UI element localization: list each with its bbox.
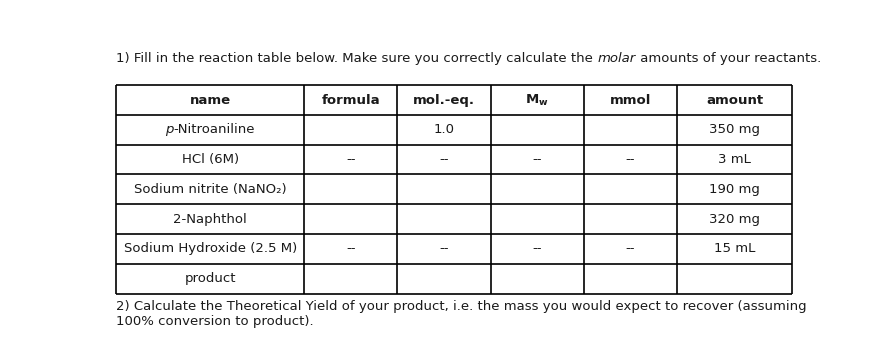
Text: HCl (6M): HCl (6M) [182, 153, 238, 166]
Text: Sodium nitrite (NaNO₂): Sodium nitrite (NaNO₂) [134, 183, 286, 196]
Text: --: -- [626, 153, 635, 166]
Text: amounts of your reactants.: amounts of your reactants. [635, 52, 820, 65]
Text: Sodium Hydroxide (2.5 M): Sodium Hydroxide (2.5 M) [123, 242, 297, 255]
Text: 2) Calculate the Theoretical Yield of your product, i.e. the mass you would expe: 2) Calculate the Theoretical Yield of yo… [116, 300, 807, 313]
Text: --: -- [532, 242, 542, 255]
Text: --: -- [532, 153, 542, 166]
Text: 15 mL: 15 mL [714, 242, 755, 255]
Text: --: -- [346, 153, 355, 166]
Text: --: -- [439, 242, 448, 255]
Text: 320 mg: 320 mg [709, 213, 760, 226]
Text: 1) Fill in the reaction table below. Make sure you correctly calculate the: 1) Fill in the reaction table below. Mak… [116, 52, 597, 65]
Text: mmol: mmol [610, 94, 651, 106]
Text: 1.0: 1.0 [433, 123, 455, 136]
Text: --: -- [439, 153, 448, 166]
Text: name: name [190, 94, 230, 106]
Text: 100% conversion to product).: 100% conversion to product). [116, 315, 314, 329]
Text: mol.-eq.: mol.-eq. [413, 94, 475, 106]
Text: 3 mL: 3 mL [718, 153, 751, 166]
Text: $\mathbf{M_w}$: $\mathbf{M_w}$ [525, 93, 549, 108]
Text: molar: molar [597, 52, 635, 65]
Text: 2-Naphthol: 2-Naphthol [174, 213, 247, 226]
Text: p: p [165, 123, 174, 136]
Text: --: -- [626, 242, 635, 255]
Text: -Nitroaniline: -Nitroaniline [174, 123, 255, 136]
Text: formula: formula [322, 94, 380, 106]
Text: 190 mg: 190 mg [709, 183, 760, 196]
Text: 350 mg: 350 mg [709, 123, 760, 136]
Text: amount: amount [706, 94, 763, 106]
Text: --: -- [346, 242, 355, 255]
Text: product: product [184, 272, 236, 285]
